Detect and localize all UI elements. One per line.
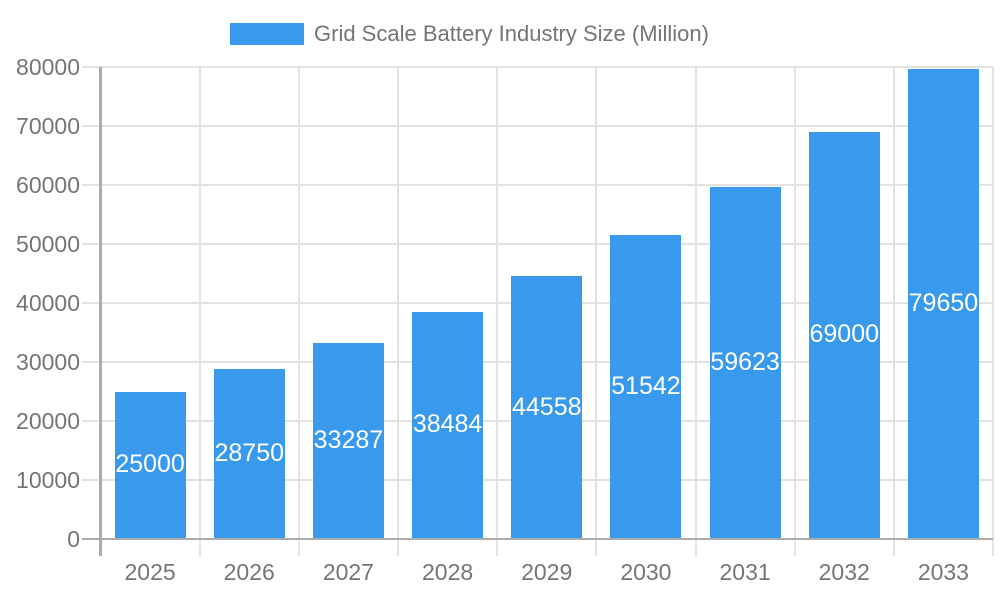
y-axis-tick-label: 30000: [16, 349, 80, 375]
y-axis-tick-label: 40000: [16, 290, 80, 316]
bar[interactable]: 79650: [907, 69, 979, 538]
y-axis-tick-label: 20000: [16, 408, 80, 434]
bar[interactable]: 51542: [610, 234, 682, 538]
bar[interactable]: 25000: [114, 391, 186, 538]
bar-value-label: 79650: [908, 289, 979, 318]
v-gridline: [397, 67, 399, 556]
bar-value-label: 38484: [412, 410, 483, 439]
bar[interactable]: 33287: [312, 342, 384, 538]
bar-value-label: 28750: [214, 439, 285, 468]
y-axis-tick-label: 50000: [16, 231, 80, 257]
y-axis-tick-label: 10000: [16, 467, 80, 493]
x-axis-tick-label: 2027: [322, 559, 374, 585]
h-gridline: [82, 243, 993, 245]
x-axis-tick-label: 2028: [421, 559, 474, 585]
x-axis-tick-label: 2025: [124, 559, 176, 585]
legend-label: Grid Scale Battery Industry Size (Millio…: [314, 21, 709, 46]
bar[interactable]: 59623: [709, 187, 781, 538]
x-axis-tick-label: 2033: [917, 559, 969, 585]
bar-value-label: 33287: [313, 425, 384, 454]
h-gridline: [82, 125, 993, 127]
bar[interactable]: 38484: [412, 311, 484, 538]
v-gridline: [496, 67, 499, 556]
bar-value-label: 59623: [710, 348, 780, 377]
h-gridline: [82, 66, 993, 68]
legend-item[interactable]: Grid Scale Battery Industry Size (Millio…: [230, 21, 709, 47]
bar[interactable]: 69000: [808, 131, 880, 538]
legend-swatch: [230, 23, 304, 45]
v-gridline: [595, 67, 598, 556]
bar-value-label: 44558: [511, 392, 582, 421]
v-gridline: [198, 67, 201, 556]
y-axis-tick-label: 70000: [16, 113, 80, 139]
x-axis-tick-label: 2026: [223, 559, 275, 585]
y-axis-line: [99, 67, 102, 556]
h-gridline: [82, 184, 993, 186]
x-axis-line: [82, 538, 993, 540]
x-axis-tick-label: 2030: [620, 559, 672, 585]
v-gridline: [297, 67, 300, 556]
v-gridline: [992, 67, 994, 556]
bar[interactable]: 28750: [213, 369, 285, 538]
x-axis-tick-label: 2031: [719, 559, 771, 585]
bar-value-label: 69000: [809, 320, 880, 349]
y-axis-tick-label: 80000: [16, 54, 80, 80]
bar-value-label: 25000: [115, 450, 185, 479]
bar-value-label: 51542: [611, 371, 681, 400]
v-gridline: [694, 67, 697, 556]
v-gridline: [892, 67, 895, 556]
y-axis-tick-label: 60000: [16, 172, 80, 198]
bar[interactable]: 44558: [511, 276, 583, 538]
v-gridline: [793, 67, 796, 556]
x-axis-tick-label: 2029: [521, 559, 573, 585]
y-axis-tick-label: 0: [67, 526, 80, 552]
x-axis-tick-label: 2032: [818, 559, 870, 585]
